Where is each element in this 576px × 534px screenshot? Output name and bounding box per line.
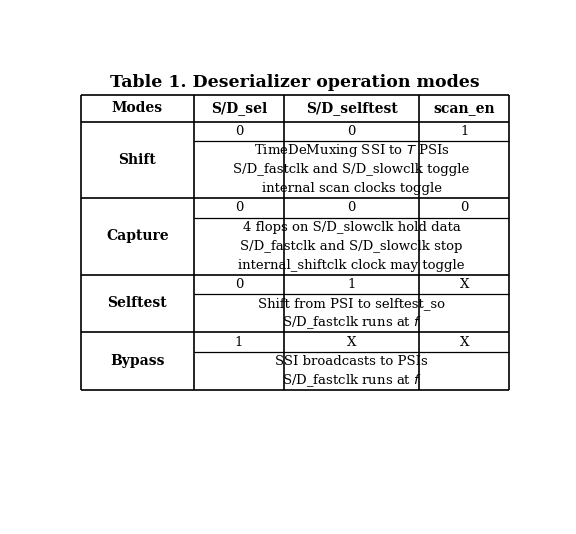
Text: 1: 1 [460, 125, 468, 138]
Text: S/D_selftest: S/D_selftest [306, 101, 397, 115]
Text: X: X [347, 335, 356, 349]
Text: S/D_fastclk runs at $f$: S/D_fastclk runs at $f$ [282, 372, 422, 389]
Text: 0: 0 [234, 278, 243, 291]
Text: SSI broadcasts to PSIs: SSI broadcasts to PSIs [275, 355, 428, 368]
Text: X: X [460, 335, 469, 349]
Text: Capture: Capture [106, 230, 169, 244]
Text: Shift from PSI to selftest_so: Shift from PSI to selftest_so [258, 297, 445, 310]
Text: 1: 1 [347, 278, 356, 291]
Text: 0: 0 [460, 201, 468, 215]
Text: TimeDeMuxing SSI to $T$ PSIs: TimeDeMuxing SSI to $T$ PSIs [253, 143, 449, 159]
Text: 4 flops on S/D_slowclk hold data: 4 flops on S/D_slowclk hold data [242, 221, 460, 234]
Text: 0: 0 [234, 201, 243, 215]
Text: internal_shiftclk clock may toggle: internal_shiftclk clock may toggle [238, 258, 465, 272]
Text: Bypass: Bypass [110, 354, 165, 368]
Text: 0: 0 [347, 125, 356, 138]
Text: internal scan clocks toggle: internal scan clocks toggle [262, 182, 442, 195]
Text: Selftest: Selftest [108, 296, 167, 310]
Text: 1: 1 [234, 335, 243, 349]
Text: Modes: Modes [112, 101, 163, 115]
Text: S/D_fastclk and S/D_slowclk stop: S/D_fastclk and S/D_slowclk stop [240, 240, 463, 253]
Text: S/D_fastclk and S/D_slowclk toggle: S/D_fastclk and S/D_slowclk toggle [233, 163, 469, 176]
Text: X: X [460, 278, 469, 291]
Text: Shift: Shift [119, 153, 156, 167]
Text: scan_en: scan_en [433, 101, 495, 115]
Text: Table 1. Deserializer operation modes: Table 1. Deserializer operation modes [111, 74, 480, 91]
Text: S/D_fastclk runs at $f$: S/D_fastclk runs at $f$ [282, 315, 422, 331]
Text: 0: 0 [347, 201, 356, 215]
Text: S/D_sel: S/D_sel [211, 101, 267, 115]
Text: 0: 0 [234, 125, 243, 138]
